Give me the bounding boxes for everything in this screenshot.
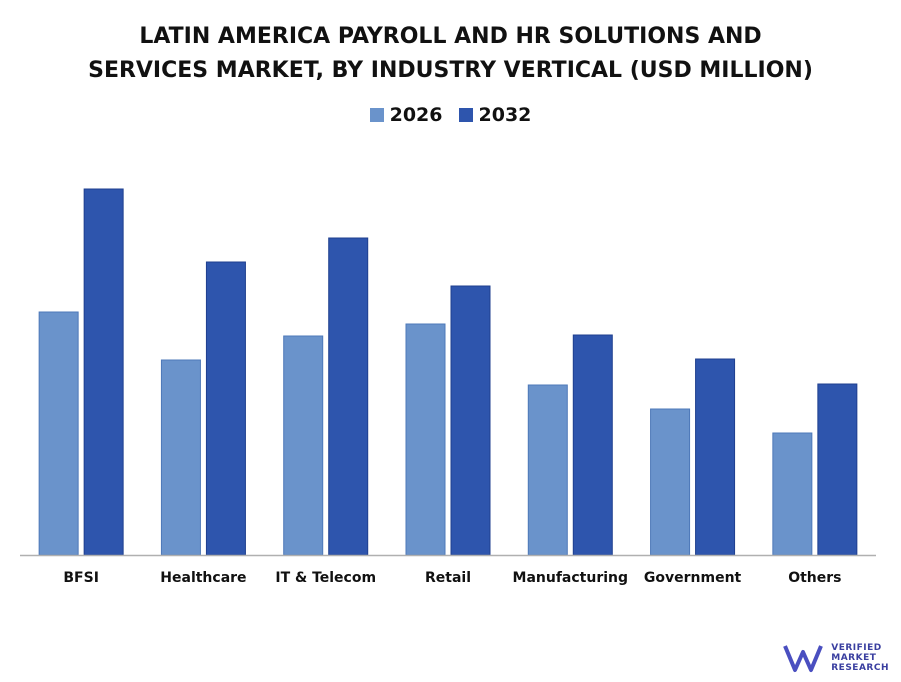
x-tick-label: Government <box>644 570 742 586</box>
x-tick-label: Manufacturing <box>513 570 629 586</box>
legend-swatch-2026 <box>369 108 384 122</box>
logo-line-3: RESEARCH <box>831 663 889 673</box>
legend: 2026 2032 <box>0 104 901 126</box>
logo-line-2: MARKET <box>831 653 877 663</box>
bar-2026-healthcare <box>160 359 201 556</box>
legend-label-2026: 2026 <box>389 104 443 126</box>
vmr-logo-icon <box>783 645 824 672</box>
x-tick-label: Retail <box>425 570 471 586</box>
chart-title: LATIN AMERICA PAYROLL AND HR SOLUTIONS A… <box>0 20 901 88</box>
x-tick-label: Others <box>788 570 841 586</box>
x-tick-label: IT & Telecom <box>275 570 376 586</box>
x-tick-label: BFSI <box>63 570 99 586</box>
bar-2032-bfsi <box>83 188 124 556</box>
bar-2032-it-telecom <box>328 237 369 556</box>
bar-2032-others <box>817 383 858 556</box>
legend-label-2032: 2032 <box>478 104 532 126</box>
chart-title-line-1: LATIN AMERICA PAYROLL AND HR SOLUTIONS A… <box>139 24 762 49</box>
bar-2026-government <box>650 408 691 556</box>
vmr-logo: VERIFIED MARKET RESEARCH <box>783 642 889 674</box>
chart-title-line-2: SERVICES MARKET, BY INDUSTRY VERTICAL (U… <box>88 58 813 83</box>
vmr-logo-text: VERIFIED MARKET RESEARCH <box>831 643 889 673</box>
bar-2026-manufacturing <box>527 384 568 556</box>
legend-item-2032: 2032 <box>458 104 532 126</box>
legend-item-2026: 2026 <box>369 104 443 126</box>
legend-swatch-2032 <box>458 108 473 122</box>
bar-2026-bfsi <box>38 311 79 556</box>
bar-2032-healthcare <box>205 261 246 556</box>
bar-2026-it-telecom <box>283 335 324 556</box>
x-tick-label: Healthcare <box>160 570 246 586</box>
logo-line-1: VERIFIED <box>831 643 882 653</box>
bar-2026-others <box>772 432 813 556</box>
bar-2032-manufacturing <box>572 334 613 556</box>
bar-2026-retail <box>405 323 446 556</box>
bar-2032-government <box>695 358 736 556</box>
bar-2032-retail <box>450 285 491 556</box>
